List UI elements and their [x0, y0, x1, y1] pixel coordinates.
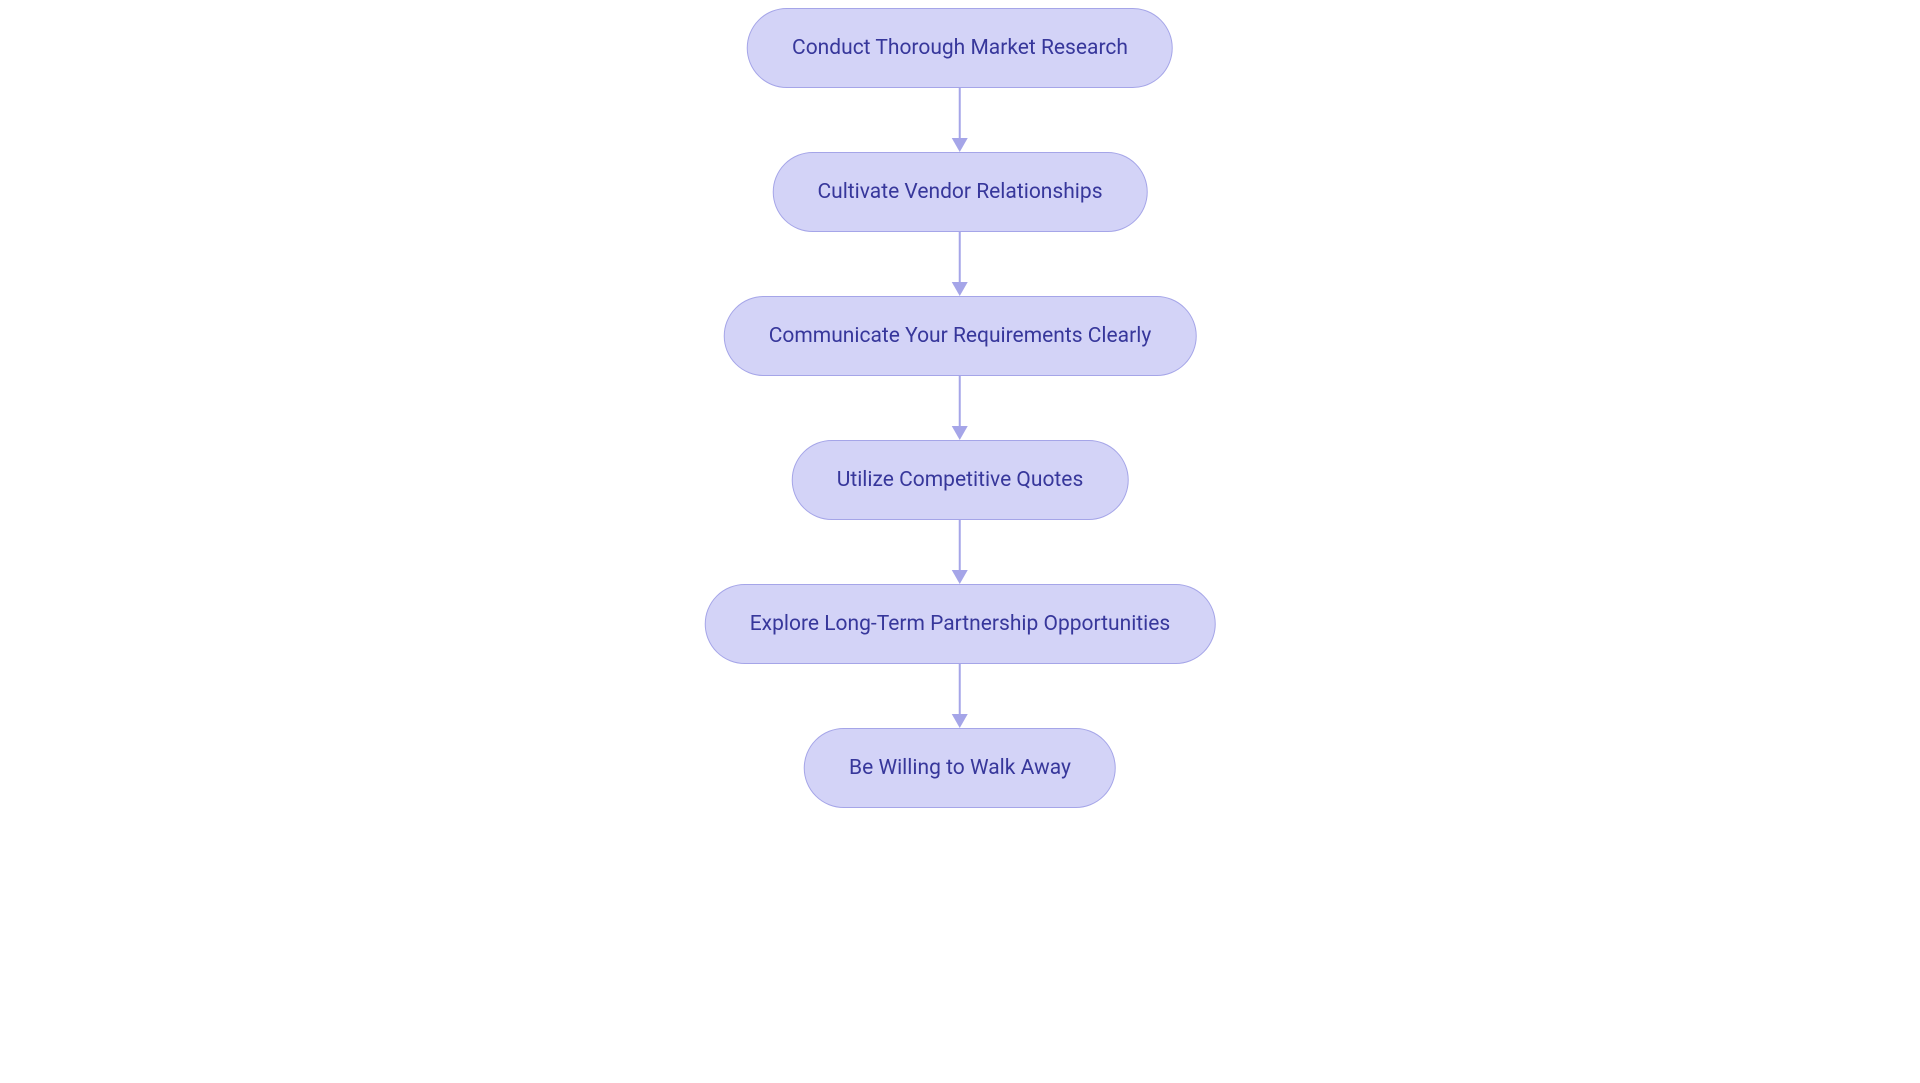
flowchart-node: Explore Long-Term Partnership Opportunit…	[705, 584, 1216, 664]
arrow-down-icon	[952, 664, 968, 728]
flowchart-node: Cultivate Vendor Relationships	[772, 152, 1147, 232]
flowchart-node: Conduct Thorough Market Research	[747, 8, 1173, 88]
flowchart-node: Communicate Your Requirements Clearly	[724, 296, 1197, 376]
arrow-down-icon	[952, 88, 968, 152]
arrow-down-icon	[952, 232, 968, 296]
flowchart-node: Be Willing to Walk Away	[804, 728, 1116, 808]
arrow-down-icon	[952, 376, 968, 440]
flowchart-container: Conduct Thorough Market Research Cultivat…	[705, 8, 1216, 808]
arrow-down-icon	[952, 520, 968, 584]
flowchart-node: Utilize Competitive Quotes	[792, 440, 1129, 520]
